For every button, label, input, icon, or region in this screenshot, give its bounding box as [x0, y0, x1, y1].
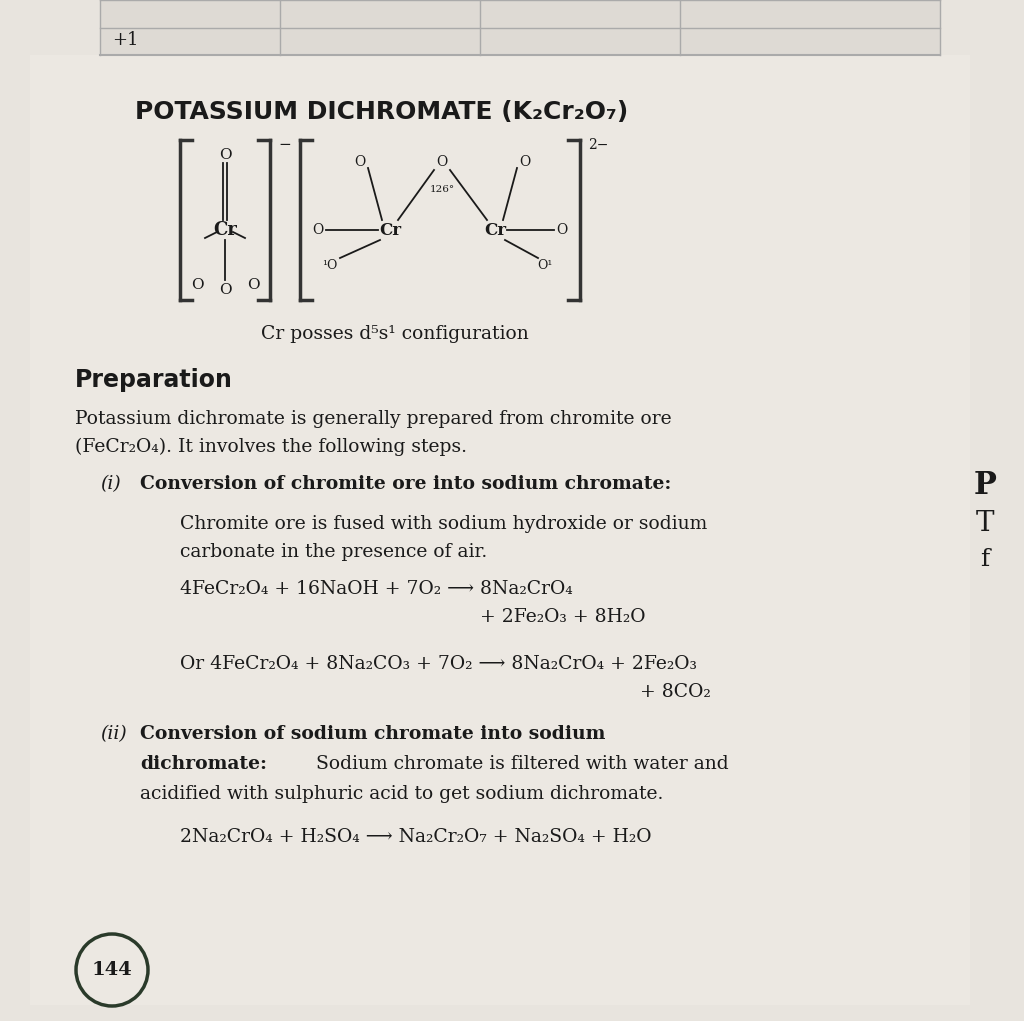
Text: 126°: 126°	[429, 186, 455, 194]
Text: carbonate in the presence of air.: carbonate in the presence of air.	[180, 543, 487, 561]
Text: Cr: Cr	[484, 222, 506, 239]
Text: dichromate:: dichromate:	[140, 755, 267, 773]
Text: 2Na₂CrO₄ + H₂SO₄ ⟶ Na₂Cr₂O₇ + Na₂SO₄ + H₂O: 2Na₂CrO₄ + H₂SO₄ ⟶ Na₂Cr₂O₇ + Na₂SO₄ + H…	[180, 828, 651, 846]
Text: 4FeCr₂O₄ + 16NaOH + 7O₂ ⟶ 8Na₂CrO₄: 4FeCr₂O₄ + 16NaOH + 7O₂ ⟶ 8Na₂CrO₄	[180, 580, 572, 598]
Text: Chromite ore is fused with sodium hydroxide or sodium: Chromite ore is fused with sodium hydrox…	[180, 515, 708, 533]
Text: acidified with sulphuric acid to get sodium dichromate.: acidified with sulphuric acid to get sod…	[140, 785, 664, 803]
Text: (FeCr₂O₄). It involves the following steps.: (FeCr₂O₄). It involves the following ste…	[75, 438, 467, 456]
Text: O: O	[219, 148, 231, 162]
Text: O: O	[247, 278, 259, 292]
Text: Potassium dichromate is generally prepared from chromite ore: Potassium dichromate is generally prepar…	[75, 410, 672, 428]
Text: f: f	[980, 548, 989, 571]
Text: Conversion of chromite ore into sodium chromate:: Conversion of chromite ore into sodium c…	[140, 475, 672, 493]
Text: ¹O: ¹O	[323, 258, 338, 272]
Text: 2−: 2−	[588, 138, 608, 152]
Text: Sodium chromate is filtered with water and: Sodium chromate is filtered with water a…	[310, 755, 729, 773]
Text: O: O	[556, 223, 567, 237]
Text: Cr: Cr	[379, 222, 401, 239]
Text: Cr: Cr	[213, 221, 237, 239]
Text: O: O	[190, 278, 204, 292]
Text: O¹: O¹	[538, 258, 553, 272]
FancyBboxPatch shape	[100, 0, 940, 55]
Text: O: O	[312, 223, 324, 237]
Text: Preparation: Preparation	[75, 368, 232, 392]
Text: + 2Fe₂O₃ + 8H₂O: + 2Fe₂O₃ + 8H₂O	[480, 607, 645, 626]
Text: + 8CO₂: + 8CO₂	[640, 683, 711, 701]
Text: 144: 144	[91, 961, 132, 979]
Text: POTASSIUM DICHROMATE (K₂Cr₂O₇): POTASSIUM DICHROMATE (K₂Cr₂O₇)	[135, 100, 629, 124]
FancyBboxPatch shape	[30, 55, 970, 1005]
Text: (i): (i)	[100, 475, 121, 493]
Text: T: T	[976, 510, 994, 537]
Text: Conversion of sodium chromate into sodium: Conversion of sodium chromate into sodiu…	[140, 725, 605, 743]
Text: (ii): (ii)	[100, 725, 127, 743]
Text: P: P	[974, 470, 996, 501]
Text: O: O	[436, 155, 447, 169]
Text: O: O	[219, 283, 231, 297]
Text: −: −	[278, 138, 291, 152]
Text: O: O	[354, 155, 366, 169]
Text: Or 4FeCr₂O₄ + 8Na₂CO₃ + 7O₂ ⟶ 8Na₂CrO₄ + 2Fe₂O₃: Or 4FeCr₂O₄ + 8Na₂CO₃ + 7O₂ ⟶ 8Na₂CrO₄ +…	[180, 655, 697, 673]
Text: +1: +1	[112, 31, 138, 49]
Text: Cr posses d⁵s¹ configuration: Cr posses d⁵s¹ configuration	[261, 325, 528, 343]
Text: O: O	[519, 155, 530, 169]
